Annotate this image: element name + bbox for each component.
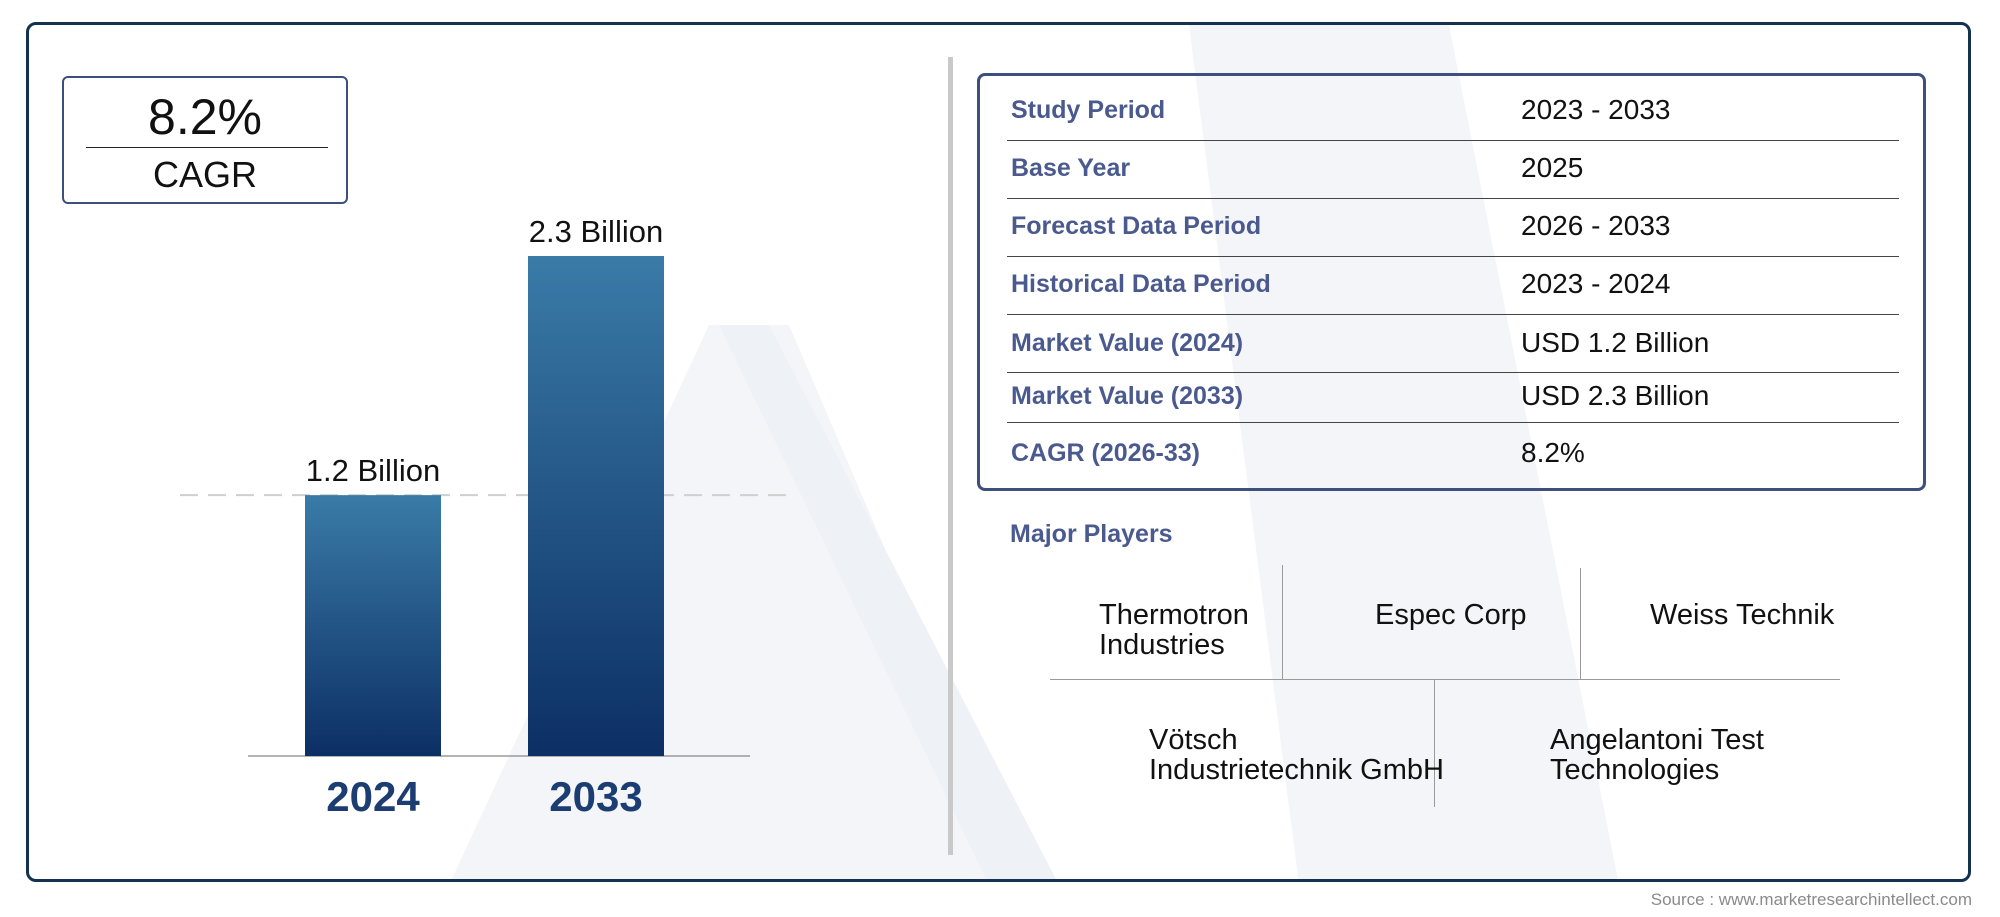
info-row-label: Forecast Data Period [1011, 212, 1262, 240]
player-item: Weiss Technik [1650, 599, 1835, 631]
players-divider-h [1050, 679, 1840, 680]
player-item: Thermotron Industries [1099, 599, 1249, 661]
players-divider-v3 [1434, 680, 1435, 807]
info-row-divider [1007, 372, 1899, 373]
info-row-label: CAGR (2026-33) [1011, 439, 1200, 467]
cagr-summary-box: 8.2% CAGR [62, 76, 348, 204]
cagr-value: 8.2% [148, 89, 262, 145]
info-row-divider [1007, 198, 1899, 199]
bar-2033 [528, 256, 664, 756]
x-tick-label: 2033 [549, 773, 642, 820]
market-size-bar-chart: 1.2 Billion 2024 2.3 Billion 2033 [180, 214, 790, 820]
player-item: Angelantoni Test Technologies [1550, 724, 1764, 786]
source-credit: Source : www.marketresearchintellect.com [1650, 890, 1972, 909]
info-row-value: 2026 - 2033 [1521, 210, 1671, 241]
info-row-value: 2023 - 2024 [1521, 268, 1671, 299]
info-row-divider [1007, 140, 1899, 141]
info-row-value: 2023 - 2033 [1521, 94, 1671, 125]
info-row-divider [1007, 314, 1899, 315]
info-row-divider [1007, 422, 1899, 423]
info-row-value: 2025 [1521, 152, 1584, 183]
info-row-label: Study Period [1011, 96, 1166, 124]
info-row-value: USD 2.3 Billion [1521, 380, 1710, 411]
info-row-label: Market Value (2033) [1011, 382, 1244, 410]
info-row-divider [1007, 256, 1899, 257]
info-row-label: Historical Data Period [1011, 270, 1271, 298]
panel-divider [948, 57, 953, 855]
player-item: Vötsch Industrietechnik GmbH [1149, 724, 1444, 786]
players-divider-v2 [1580, 568, 1581, 680]
info-row-value: 8.2% [1521, 437, 1585, 468]
bar-value-label: 1.2 Billion [306, 453, 440, 488]
player-item: Espec Corp [1375, 599, 1527, 631]
info-row-value: USD 1.2 Billion [1521, 327, 1710, 358]
major-players-title: Major Players [1010, 520, 1173, 548]
info-row-label: Market Value (2024) [1011, 329, 1244, 357]
bar-2024 [305, 495, 441, 756]
info-row-label: Base Year [1011, 154, 1131, 182]
players-divider-v1 [1282, 565, 1283, 680]
x-tick-label: 2024 [326, 773, 420, 820]
market-info-table [977, 73, 1926, 491]
bar-value-label: 2.3 Billion [529, 214, 663, 249]
cagr-label: CAGR [152, 154, 257, 195]
cagr-divider [86, 147, 328, 148]
